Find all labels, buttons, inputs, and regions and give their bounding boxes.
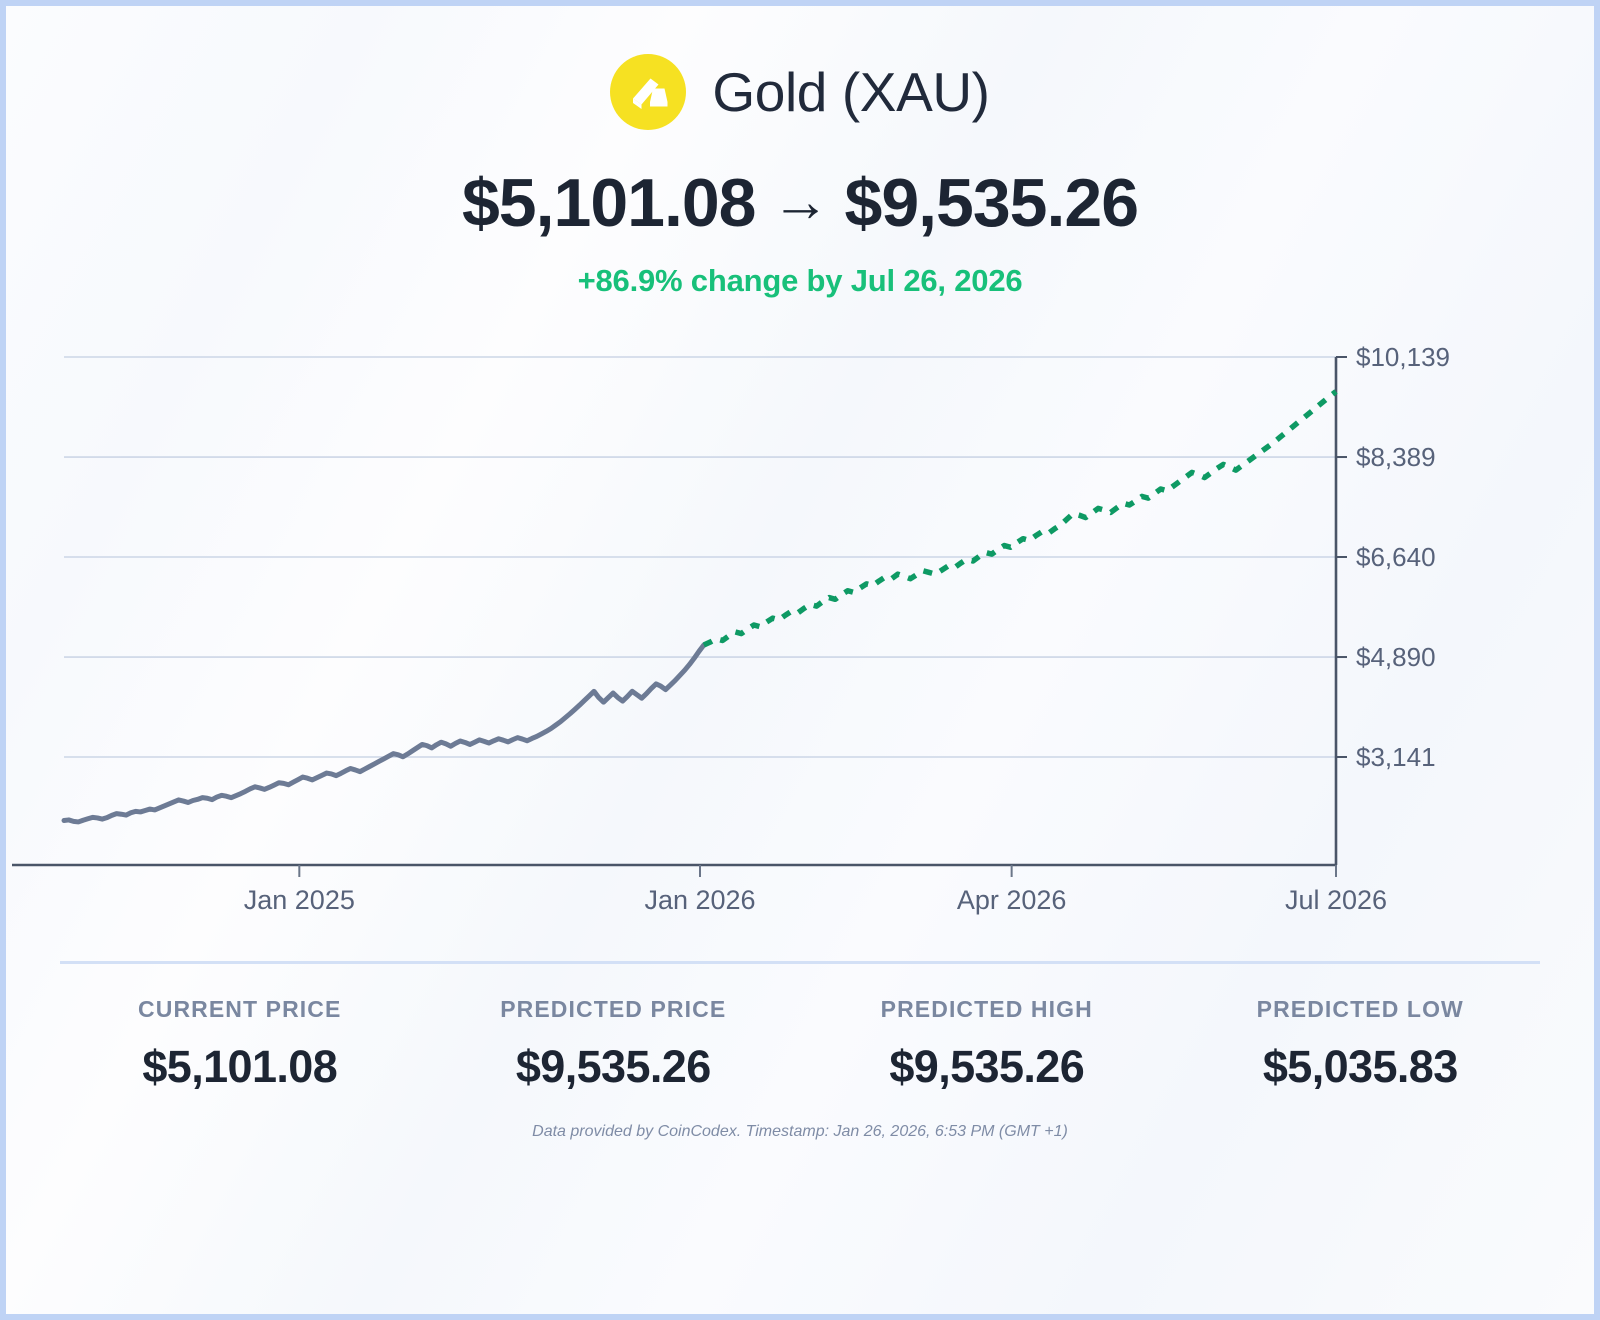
- x-axis-label: Jan 2025: [244, 885, 355, 915]
- change-summary: +86.9% change by Jul 26, 2026: [577, 263, 1023, 299]
- predicted-price-line: [702, 389, 1338, 648]
- headline-price: $5,101.08 → $9,535.26: [6, 165, 1594, 241]
- headline-predicted-price: $9,535.26: [844, 165, 1140, 241]
- stat-label: PREDICTED HIGH: [880, 996, 1093, 1023]
- stat-value: $5,101.08: [142, 1041, 338, 1093]
- y-axis-label: $3,141: [1356, 742, 1436, 772]
- x-axis-label: Jul 2026: [1285, 885, 1387, 915]
- y-axis-label: $10,139: [1356, 342, 1450, 372]
- x-axis-label: Jan 2026: [644, 885, 755, 915]
- section-divider: [60, 961, 1540, 965]
- stat-current-price: CURRENT PRICE $5,101.08: [53, 996, 427, 1093]
- stat-predicted-price: PREDICTED PRICE $9,535.26: [427, 996, 801, 1093]
- data-source-footer: Data provided by CoinCodex. Timestamp: J…: [532, 1123, 1068, 1141]
- page-title: Gold (XAU): [712, 60, 990, 123]
- stat-value: $9,535.26: [515, 1041, 711, 1093]
- stat-value: $5,035.83: [1262, 1041, 1458, 1093]
- stat-predicted-low: PREDICTED LOW $5,035.83: [1174, 996, 1548, 1093]
- price-chart-svg: $10,139 $8,389 $6,640 $4,890 $3,141 Jan 2025 J…: [12, 342, 1450, 915]
- card-header: Gold (XAU): [6, 6, 1594, 130]
- stat-label: CURRENT PRICE: [138, 996, 342, 1023]
- stat-label: PREDICTED LOW: [1256, 996, 1464, 1023]
- y-axis-label: $6,640: [1356, 542, 1436, 572]
- stats-row: CURRENT PRICE $5,101.08 PREDICTED PRICE …: [53, 964, 1547, 1093]
- price-chart: $10,139 $8,389 $6,640 $4,890 $3,141 Jan 2025 J…: [6, 335, 1594, 955]
- headline-current-price: $5,101.08: [461, 165, 757, 241]
- historical-price-line: [61, 642, 707, 825]
- stat-label: PREDICTED PRICE: [500, 996, 727, 1023]
- y-axis-label: $4,890: [1356, 642, 1436, 672]
- stat-value: $9,535.26: [889, 1041, 1085, 1093]
- x-axis-label: Apr 2026: [957, 885, 1067, 915]
- gold-bars-icon: [610, 54, 687, 130]
- stat-predicted-high: PREDICTED HIGH $9,535.26: [800, 996, 1174, 1093]
- arrow-right-icon: →: [771, 169, 830, 234]
- y-axis-label: $8,389: [1356, 442, 1436, 472]
